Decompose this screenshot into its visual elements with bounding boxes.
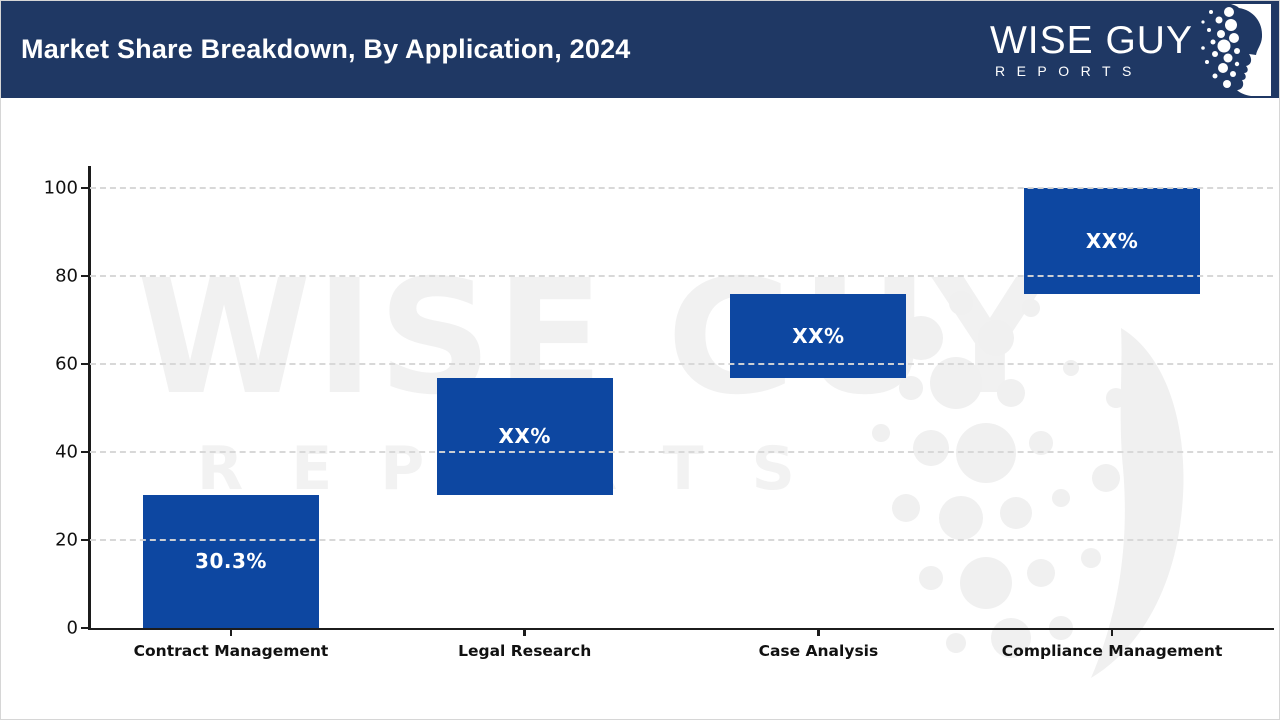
y-tick-label: 40 <box>55 441 78 463</box>
logo-text: WISE GUY REPORTS <box>990 21 1193 78</box>
y-tick-label: 20 <box>55 529 78 551</box>
x-axis-line <box>88 627 1274 630</box>
x-tick-mark <box>229 628 233 636</box>
waterfall-bar-4: XX% <box>1024 188 1201 295</box>
header-bar: Market Share Breakdown, By Application, … <box>1 1 1279 98</box>
bar-value-label: XX% <box>792 324 845 349</box>
y-tick-mark <box>81 626 90 630</box>
category-label: Case Analysis <box>758 642 879 660</box>
wise-guy-logo: WISE GUY REPORTS <box>990 3 1271 96</box>
waterfall-bar-2: XX% <box>436 378 613 495</box>
waterfall-bar-1: 30.3% <box>143 494 319 628</box>
logo-subtitle: REPORTS <box>994 63 1143 79</box>
y-tick-mark <box>81 274 90 278</box>
y-tick-label: 80 <box>55 265 78 287</box>
category-label: Contract Management <box>133 642 329 660</box>
logo-wordmark: WISE GUY <box>989 19 1193 62</box>
y-tick-label: 60 <box>55 353 78 375</box>
bar-value-label: XX% <box>1085 229 1139 254</box>
category-label: Compliance Management <box>1001 642 1223 660</box>
bar-value-label: XX% <box>498 424 551 449</box>
y-tick-mark <box>81 186 90 190</box>
y-tick-mark <box>81 538 90 542</box>
x-tick-mark <box>1110 628 1114 636</box>
x-tick-mark <box>817 628 820 636</box>
y-tick-mark <box>81 450 90 454</box>
waterfall-chart: WISE GUY REPORTS 02040608010030.3%Contra… <box>1 98 1279 719</box>
y-tick-label: 100 <box>43 177 78 199</box>
y-tick-mark <box>81 362 90 366</box>
bar-value-label: 30.3% <box>195 549 267 574</box>
watermark-dotted-head <box>825 291 1184 678</box>
y-tick-label: 0 <box>66 617 78 639</box>
y-axis-line <box>88 166 91 630</box>
x-tick-mark <box>523 628 526 636</box>
page-title: Market Share Breakdown, By Application, … <box>21 34 631 64</box>
category-label: Legal Research <box>458 642 592 660</box>
dotted-face-icon <box>1201 3 1271 96</box>
waterfall-bar-3: XX% <box>730 294 907 379</box>
